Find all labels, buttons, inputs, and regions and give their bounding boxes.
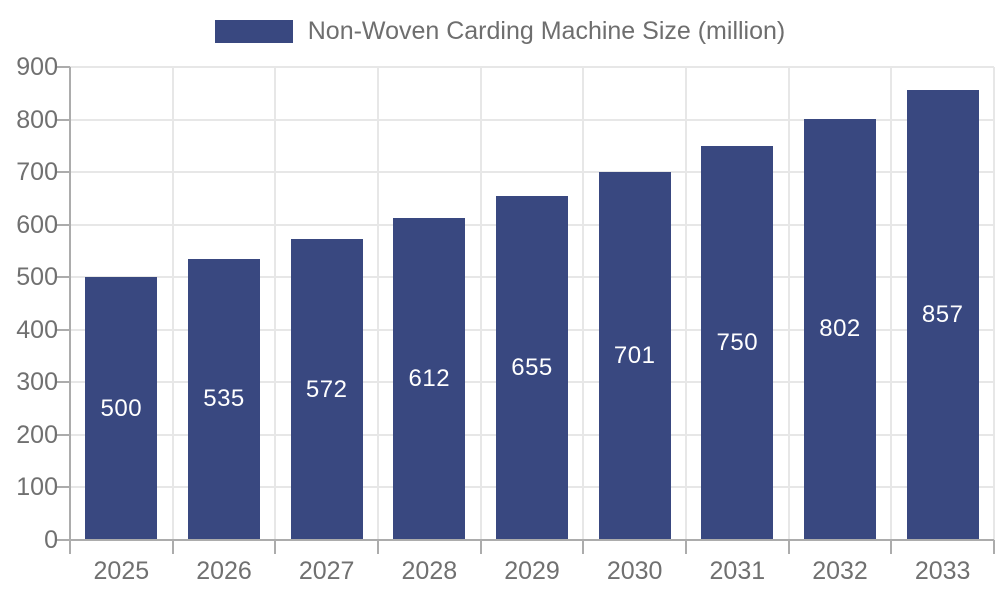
bar-value-label: 612	[408, 365, 451, 393]
gridline-vertical	[171, 67, 174, 540]
y-tick-label: 500	[16, 263, 58, 292]
y-tick-label: 800	[16, 105, 58, 134]
x-axis-tick	[69, 540, 71, 554]
y-tick-label: 200	[16, 420, 58, 449]
gridline-vertical	[479, 67, 482, 540]
x-tick-label: 2030	[606, 557, 663, 585]
x-axis-tick	[274, 540, 277, 554]
bar-2029[interactable]: 655	[496, 195, 568, 540]
legend-swatch	[214, 19, 293, 43]
y-axis-tick	[56, 433, 70, 436]
x-tick-label: 2026	[196, 557, 252, 585]
x-axis-line	[70, 539, 994, 541]
x-tick-label: 2033	[914, 557, 971, 585]
bar-2026[interactable]: 535	[188, 258, 260, 540]
x-axis-tick	[685, 540, 687, 554]
y-tick-label: 400	[16, 315, 58, 344]
y-axis-tick	[56, 276, 70, 279]
y-tick-label: 900	[16, 53, 58, 81]
bar-2027[interactable]: 572	[290, 239, 363, 540]
x-axis-tick	[377, 540, 379, 554]
gridline-horizontal	[70, 118, 994, 121]
x-axis-tick	[993, 540, 995, 554]
bar-value-label: 655	[511, 353, 553, 381]
x-tick-label: 2027	[298, 557, 355, 585]
gridline-vertical	[582, 67, 585, 540]
plot-area: 500 535 572 612 655 701 750 802 857	[70, 66, 995, 540]
bar-2031[interactable]: 750	[701, 145, 774, 540]
bar-value-label: 701	[613, 341, 656, 369]
bar-value-label: 500	[100, 394, 143, 422]
gridline-vertical	[274, 67, 277, 540]
gridline-vertical	[685, 67, 687, 540]
y-axis-tick	[56, 381, 70, 384]
x-axis-tick	[171, 540, 174, 554]
y-axis-tick	[56, 171, 70, 174]
gridline-horizontal	[70, 66, 994, 68]
x-tick-label: 2029	[504, 557, 560, 585]
x-tick-label: 2025	[93, 557, 150, 585]
x-tick-label: 2028	[401, 557, 458, 585]
y-axis-tick	[56, 223, 70, 226]
gridline-vertical	[787, 67, 790, 540]
legend-label: Non-Woven Carding Machine Size (million)	[307, 17, 786, 45]
y-axis-tick	[56, 539, 70, 541]
y-tick-label: 300	[16, 368, 58, 397]
gridline-vertical	[993, 67, 995, 540]
bar-value-label: 572	[305, 375, 348, 403]
bar-2025[interactable]: 500	[85, 277, 158, 540]
y-axis-tick	[56, 66, 70, 68]
y-axis-tick	[56, 118, 70, 121]
bar-value-label: 750	[716, 328, 759, 356]
x-tick-label: 2032	[812, 557, 868, 585]
gridline-horizontal	[70, 171, 994, 174]
y-tick-label: 0	[44, 526, 58, 554]
bar-2030[interactable]: 701	[598, 171, 671, 540]
y-axis-line	[69, 67, 71, 554]
x-axis-tick	[890, 540, 893, 554]
y-axis-tick	[56, 328, 70, 331]
x-axis-tick	[479, 540, 482, 554]
bar-value-label: 535	[203, 385, 245, 413]
gridline-vertical	[890, 67, 893, 540]
x-axis-tick	[787, 540, 790, 554]
y-tick-label: 600	[16, 210, 58, 239]
x-tick-label: 2031	[709, 557, 766, 585]
bar-2033[interactable]: 857	[906, 89, 979, 540]
y-tick-label: 100	[16, 473, 58, 502]
legend-item[interactable]: Non-Woven Carding Machine Size (million)	[0, 17, 1000, 45]
y-tick-label: 700	[16, 158, 58, 187]
bar-value-label: 802	[819, 315, 861, 343]
bar-2028[interactable]: 612	[393, 218, 466, 540]
x-axis-tick	[582, 540, 585, 554]
bar-2032[interactable]: 802	[804, 118, 876, 540]
gridline-vertical	[377, 67, 379, 540]
bar-value-label: 857	[921, 300, 964, 328]
y-axis-tick	[56, 486, 70, 489]
